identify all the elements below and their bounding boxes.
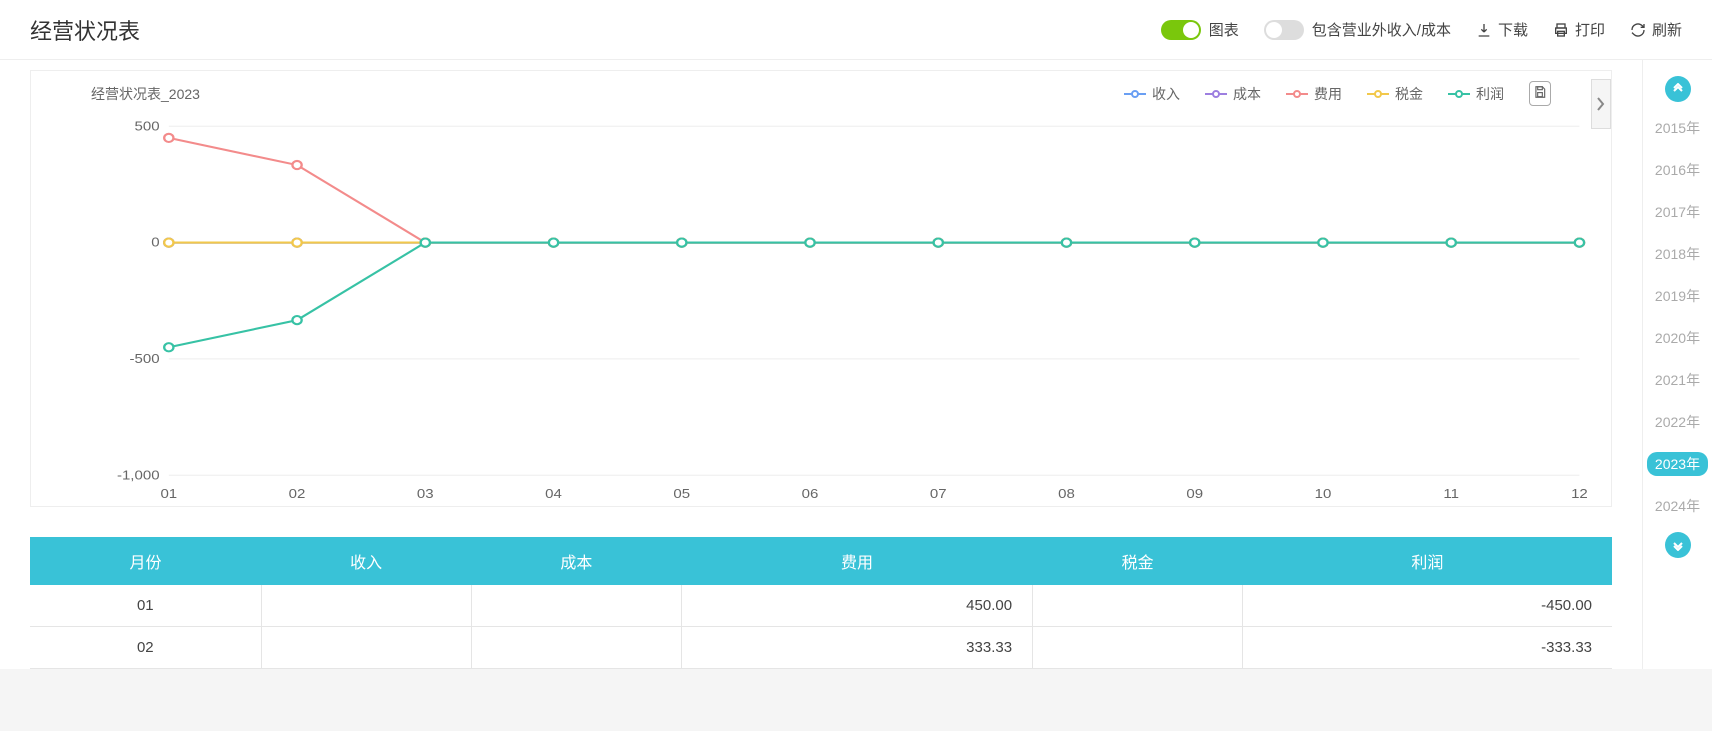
- svg-text:11: 11: [1443, 487, 1459, 502]
- line-chart: -1,000 -500 0 500 01 02 03 04 05 06 07 08 09 10 11 12: [111, 116, 1591, 506]
- svg-text:05: 05: [673, 487, 690, 502]
- table-header: 利润: [1243, 537, 1612, 585]
- year-item[interactable]: 2016年: [1647, 158, 1708, 182]
- legend-item-profit[interactable]: 利润: [1448, 84, 1504, 104]
- data-table: 月份收入成本费用税金利润 01450.00-450.0002333.33-333…: [30, 537, 1612, 669]
- chart-title: 经营状况表_2023: [91, 84, 200, 104]
- table-header: 收入: [261, 537, 471, 585]
- toggle-chart-switch[interactable]: [1161, 20, 1201, 40]
- year-item[interactable]: 2017年: [1647, 200, 1708, 224]
- svg-text:02: 02: [289, 487, 306, 502]
- year-sidebar: 2015年 2016年 2017年 2018年 2019年 2020年 2021年 2022年…: [1642, 60, 1712, 669]
- svg-text:12: 12: [1571, 487, 1588, 502]
- legend-item-income[interactable]: 收入: [1124, 84, 1180, 104]
- print-icon: [1553, 22, 1569, 38]
- table-header: 费用: [681, 537, 1032, 585]
- table-row: 01450.00-450.00: [30, 585, 1612, 627]
- year-scroll-up[interactable]: [1665, 76, 1691, 102]
- svg-text:-1,000: -1,000: [117, 468, 160, 483]
- legend-item-cost[interactable]: 成本: [1205, 84, 1261, 104]
- year-item[interactable]: 2019年: [1647, 284, 1708, 308]
- year-item[interactable]: 2015年: [1647, 116, 1708, 140]
- year-item[interactable]: 2022年: [1647, 410, 1708, 434]
- year-item[interactable]: 2024年: [1647, 494, 1708, 518]
- toggle-include-nonop-switch[interactable]: [1264, 20, 1304, 40]
- toggle-include-nonop[interactable]: 包含营业外收入/成本: [1264, 19, 1451, 40]
- svg-text:07: 07: [930, 487, 947, 502]
- chart-legend: 收入 成本 费用 税金 利润: [1124, 81, 1591, 106]
- svg-text:04: 04: [545, 487, 562, 502]
- print-label: 打印: [1575, 19, 1605, 40]
- legend-item-tax[interactable]: 税金: [1367, 84, 1423, 104]
- refresh-button[interactable]: 刷新: [1630, 19, 1682, 40]
- refresh-icon: [1630, 22, 1646, 38]
- header-bar: 经营状况表 图表 包含营业外收入/成本 下载 打印 刷新: [0, 0, 1712, 60]
- download-label: 下载: [1498, 19, 1528, 40]
- table-row: 02333.33-333.33: [30, 627, 1612, 669]
- table-header: 成本: [471, 537, 681, 585]
- legend-item-expense[interactable]: 费用: [1286, 84, 1342, 104]
- refresh-label: 刷新: [1652, 19, 1682, 40]
- print-button[interactable]: 打印: [1553, 19, 1605, 40]
- svg-text:-500: -500: [129, 352, 159, 367]
- toggle-chart-label: 图表: [1209, 19, 1239, 40]
- page-title: 经营状况表: [30, 14, 140, 46]
- year-item[interactable]: 2018年: [1647, 242, 1708, 266]
- chart-card: 经营状况表_2023 收入 成本 费用 税金 利润 -1,000 -500 0 500 01 02…: [30, 70, 1612, 507]
- svg-text:03: 03: [417, 487, 434, 502]
- svg-text:10: 10: [1315, 487, 1332, 502]
- svg-text:06: 06: [802, 487, 819, 502]
- year-scroll-down[interactable]: [1665, 532, 1691, 558]
- year-item[interactable]: 2023年: [1647, 452, 1708, 476]
- table-header: 月份: [30, 537, 261, 585]
- download-icon: [1476, 22, 1492, 38]
- toggle-include-nonop-label: 包含营业外收入/成本: [1312, 19, 1451, 40]
- year-item[interactable]: 2020年: [1647, 326, 1708, 350]
- table-header: 税金: [1033, 537, 1243, 585]
- download-button[interactable]: 下载: [1476, 19, 1528, 40]
- svg-text:09: 09: [1186, 487, 1203, 502]
- svg-text:500: 500: [134, 119, 159, 134]
- year-item[interactable]: 2021年: [1647, 368, 1708, 392]
- toggle-chart[interactable]: 图表: [1161, 19, 1239, 40]
- svg-text:08: 08: [1058, 487, 1075, 502]
- save-chart-icon[interactable]: [1529, 81, 1551, 106]
- svg-text:0: 0: [151, 235, 159, 250]
- svg-text:01: 01: [160, 487, 177, 502]
